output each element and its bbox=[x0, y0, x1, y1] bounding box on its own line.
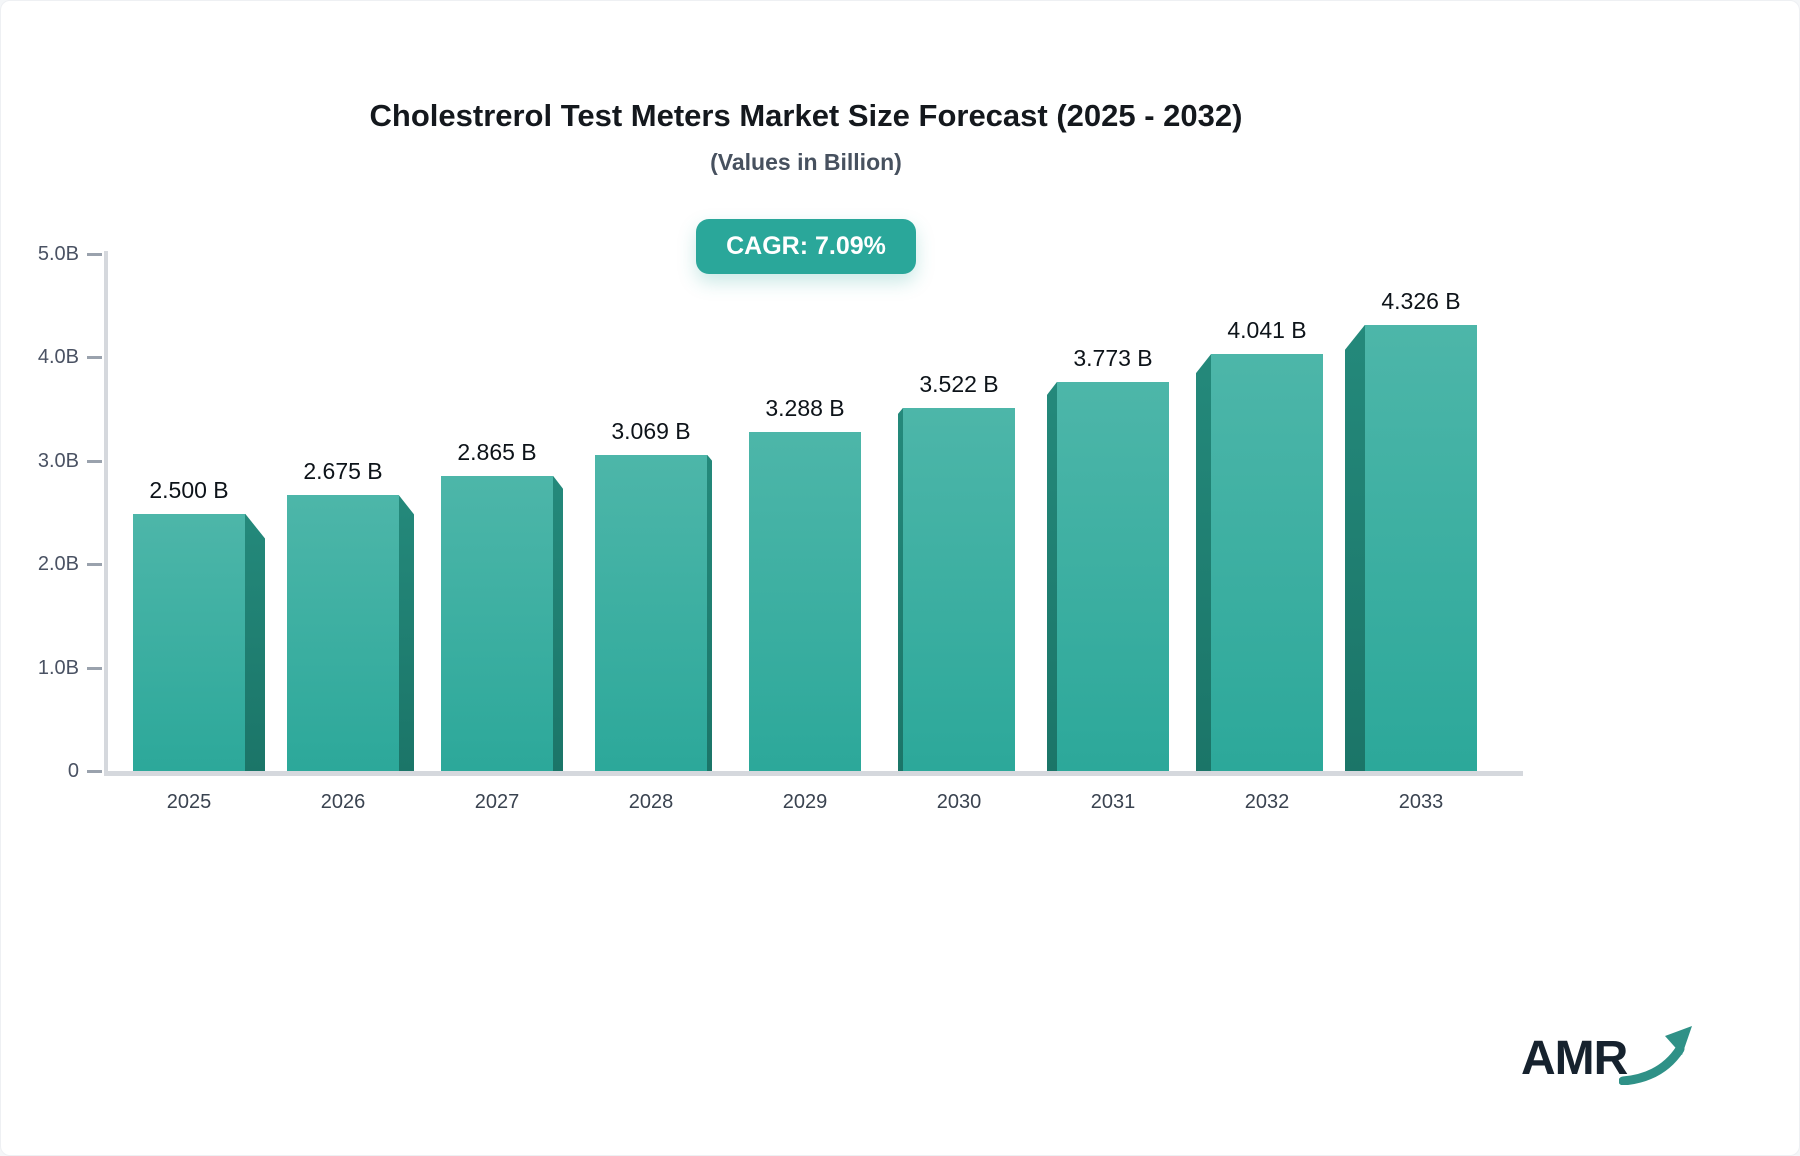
bar-value-label: 3.773 B bbox=[1073, 344, 1153, 371]
y-tick-label: 4.0B bbox=[37, 346, 79, 369]
bar-side bbox=[245, 513, 265, 771]
y-tick-dash bbox=[87, 356, 102, 360]
bar-face bbox=[441, 475, 553, 771]
bar-value-label: 3.069 B bbox=[611, 417, 691, 444]
bar-value-label: 4.041 B bbox=[1227, 317, 1307, 344]
bar-side bbox=[707, 454, 712, 771]
bar-value-label: 2.865 B bbox=[457, 438, 537, 465]
bar-value-label: 3.522 B bbox=[919, 370, 999, 397]
y-tick-label: 0 bbox=[67, 760, 79, 782]
x-axis-label: 2027 bbox=[474, 791, 520, 813]
bar-face bbox=[133, 513, 245, 771]
x-axis-label: 2029 bbox=[782, 791, 828, 813]
bar-face bbox=[903, 407, 1015, 771]
y-tick-label: 1.0B bbox=[37, 656, 79, 679]
bar-side bbox=[898, 407, 903, 771]
chart-title: Cholestrerol Test Meters Market Size For… bbox=[369, 98, 1243, 133]
bar-face bbox=[1057, 381, 1169, 771]
amr-logo-text: AMR bbox=[1521, 1032, 1628, 1085]
bar-face bbox=[287, 495, 399, 771]
bar-face bbox=[1211, 354, 1323, 771]
y-tick-dash bbox=[87, 563, 102, 567]
y-tick-label: 3.0B bbox=[37, 449, 79, 472]
y-tick-dash bbox=[87, 253, 102, 256]
x-axis-label: 2028 bbox=[628, 791, 674, 813]
chart-header: Cholestrerol Test Meters Market Size For… bbox=[96, 1, 1516, 274]
y-tick-dash bbox=[87, 770, 102, 773]
bar-face bbox=[749, 432, 861, 771]
x-axis-label: 2031 bbox=[1090, 791, 1136, 813]
bar-value-label: 2.675 B bbox=[303, 458, 383, 485]
y-tick-label: 5.0B bbox=[37, 243, 79, 265]
amr-logo: AMR bbox=[1521, 1023, 1695, 1087]
y-tick-label: 2.0B bbox=[37, 553, 79, 576]
x-axis-line bbox=[104, 771, 1523, 776]
bar-side bbox=[1345, 324, 1365, 771]
bar-side bbox=[399, 495, 414, 771]
x-axis-label: 2026 bbox=[320, 791, 366, 813]
bar-value-label: 2.500 B bbox=[149, 476, 229, 503]
bar-value-label: 3.288 B bbox=[765, 395, 845, 422]
chart-subtitle: (Values in Billion) bbox=[710, 149, 902, 175]
bar-side bbox=[1047, 381, 1057, 771]
cagr-badge: CAGR: 7.09% bbox=[696, 219, 916, 274]
x-axis-label: 2030 bbox=[936, 791, 982, 813]
y-axis-line bbox=[104, 251, 108, 776]
x-axis-label: 2032 bbox=[1244, 791, 1290, 813]
x-axis-label: 2033 bbox=[1398, 791, 1444, 813]
growth-arrow-icon bbox=[1619, 1026, 1693, 1085]
bar-face bbox=[1365, 324, 1477, 771]
bar-side bbox=[1196, 354, 1211, 771]
bar-value-label: 4.326 B bbox=[1381, 287, 1461, 314]
bar-face bbox=[595, 454, 707, 771]
bar-side bbox=[553, 475, 563, 771]
y-tick-dash bbox=[87, 459, 102, 463]
x-axis-label: 2025 bbox=[166, 791, 212, 813]
y-tick-dash bbox=[87, 666, 102, 670]
